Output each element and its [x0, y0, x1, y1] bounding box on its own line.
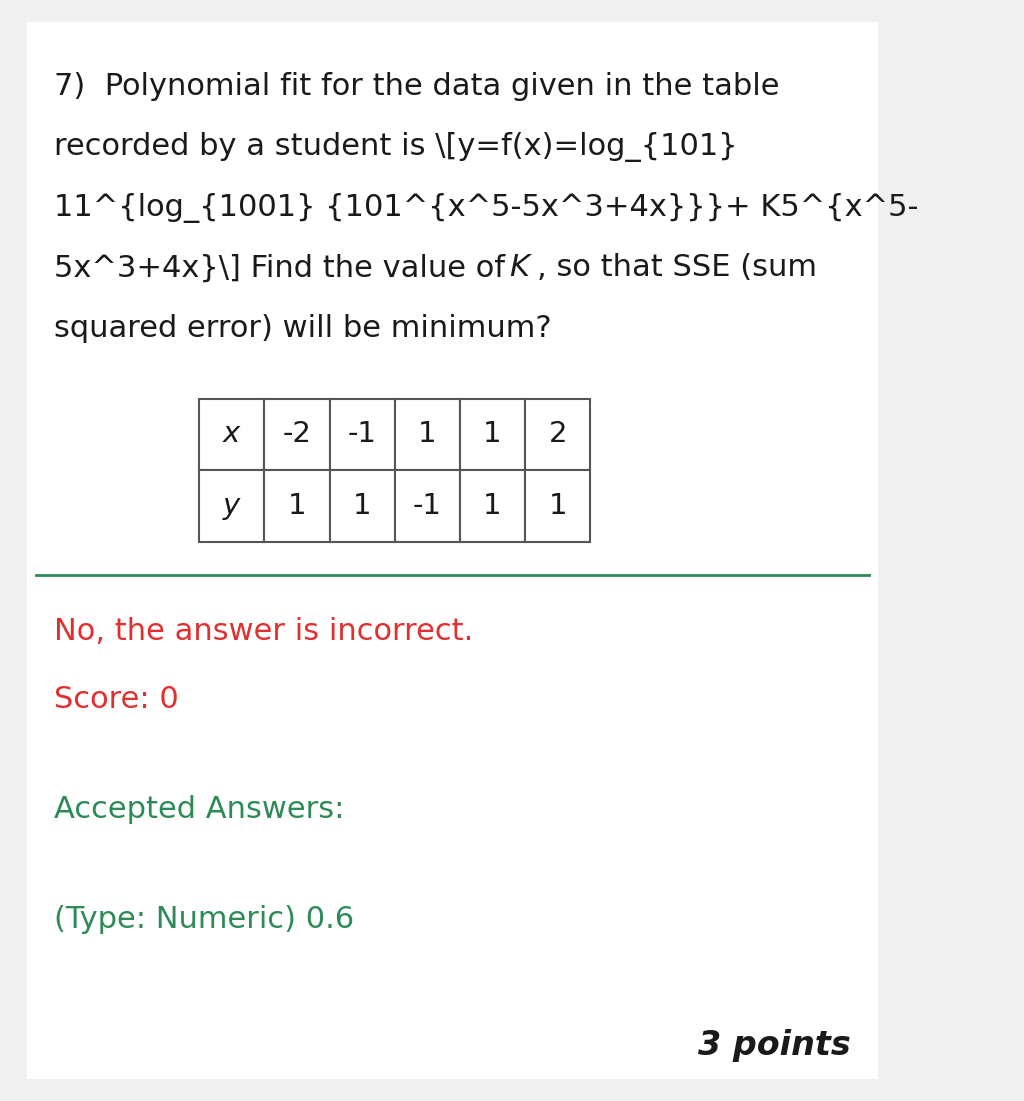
Text: 1: 1 [353, 492, 372, 520]
Text: Score: 0: Score: 0 [54, 685, 179, 713]
Bar [330, 470, 395, 542]
Text: Accepted Answers:: Accepted Answers: [54, 795, 345, 824]
Text: y: y [223, 492, 241, 520]
Bar [525, 470, 591, 542]
Text: , so that SSE (sum: , so that SSE (sum [537, 253, 817, 282]
Text: 11^{log_{1001} {101^{x^5-5x^3+4x}}}+ K5^{x^5-: 11^{log_{1001} {101^{x^5-5x^3+4x}}}+ K5^… [54, 193, 919, 222]
Text: x: x [223, 421, 241, 448]
Text: 2: 2 [549, 421, 567, 448]
Text: 5x^3+4x}\] Find the value of: 5x^3+4x}\] Find the value of [54, 253, 515, 282]
Bar [264, 470, 330, 542]
Bar [330, 399, 395, 470]
Text: 7)  Polynomial fit for the data given in the table: 7) Polynomial fit for the data given in … [54, 72, 780, 100]
Text: No, the answer is incorrect.: No, the answer is incorrect. [54, 617, 473, 645]
Text: $\mathit{K}$: $\mathit{K}$ [509, 253, 532, 282]
Text: -1: -1 [348, 421, 377, 448]
Text: (Type: Numeric) 0.6: (Type: Numeric) 0.6 [54, 905, 354, 934]
Bar [395, 470, 460, 542]
Bar [460, 470, 525, 542]
Bar [460, 399, 525, 470]
Text: squared error) will be minimum?: squared error) will be minimum? [54, 314, 552, 342]
Text: recorded by a student is \[y=f(x)=log_{101}: recorded by a student is \[y=f(x)=log_{1… [54, 132, 738, 162]
Text: -2: -2 [283, 421, 311, 448]
Bar [200, 470, 264, 542]
Bar [200, 399, 264, 470]
Text: 1: 1 [418, 421, 436, 448]
Bar [264, 399, 330, 470]
Text: 1: 1 [288, 492, 306, 520]
Bar [525, 399, 591, 470]
Bar [395, 399, 460, 470]
Text: 1: 1 [483, 492, 502, 520]
Text: -1: -1 [413, 492, 442, 520]
Text: 1: 1 [549, 492, 567, 520]
Text: 3 points: 3 points [698, 1029, 851, 1062]
Text: 1: 1 [483, 421, 502, 448]
